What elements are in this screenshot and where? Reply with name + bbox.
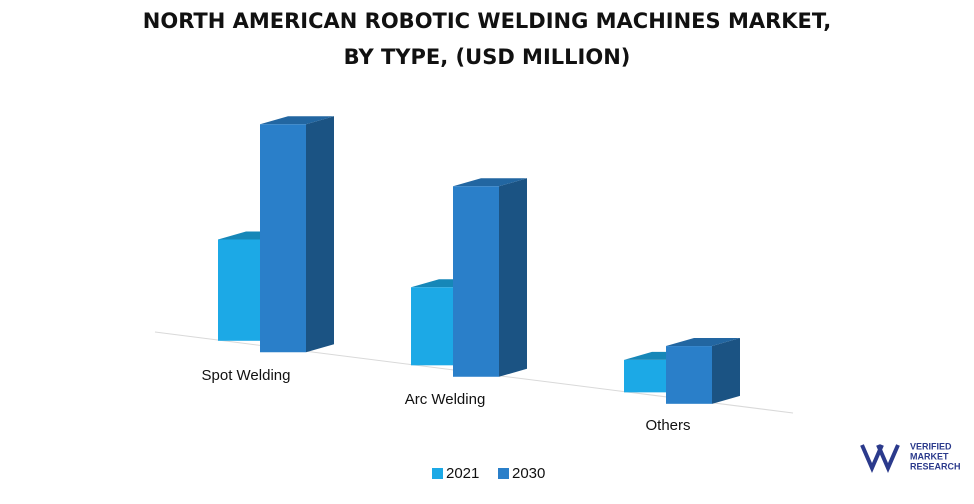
logo-text: MARKET [910,451,949,461]
bar [218,239,262,341]
logo-text: RESEARCH [910,461,961,471]
logo-mark [860,444,900,474]
bar [624,359,668,393]
bar-side [499,178,527,377]
chart-title: BY TYPE, (USD MILLION) [344,45,631,69]
x-tick-label: Others [645,417,690,434]
bar [453,186,499,377]
bar [260,124,306,353]
bar-side [306,116,334,353]
logo: VERIFIED MARKET RESEARCH [860,441,961,474]
legend-swatch [432,468,443,479]
bar [411,287,455,366]
legend-label: 2021 [446,465,479,482]
x-tick-label: Arc Welding [405,391,486,408]
bar-top [260,116,334,125]
bar-top [453,178,527,187]
chart-title: NORTH AMERICAN ROBOTIC WELDING MACHINES … [143,9,831,33]
legend-label: 2030 [512,465,545,482]
legend-swatch [498,468,509,479]
x-tick-label: Spot Welding [202,367,291,384]
bar [666,346,712,404]
bar-top [666,338,740,347]
bar-side [712,338,740,404]
logo-text: VERIFIED [910,441,952,451]
